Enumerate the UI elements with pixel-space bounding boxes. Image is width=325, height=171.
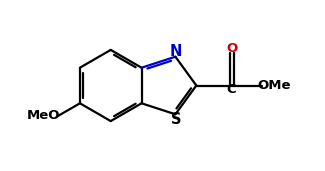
Text: OMe: OMe	[257, 79, 291, 92]
Text: MeO: MeO	[27, 109, 61, 122]
Text: S: S	[171, 112, 181, 127]
Text: N: N	[170, 44, 182, 59]
Text: C: C	[227, 83, 236, 96]
Text: O: O	[226, 42, 238, 55]
